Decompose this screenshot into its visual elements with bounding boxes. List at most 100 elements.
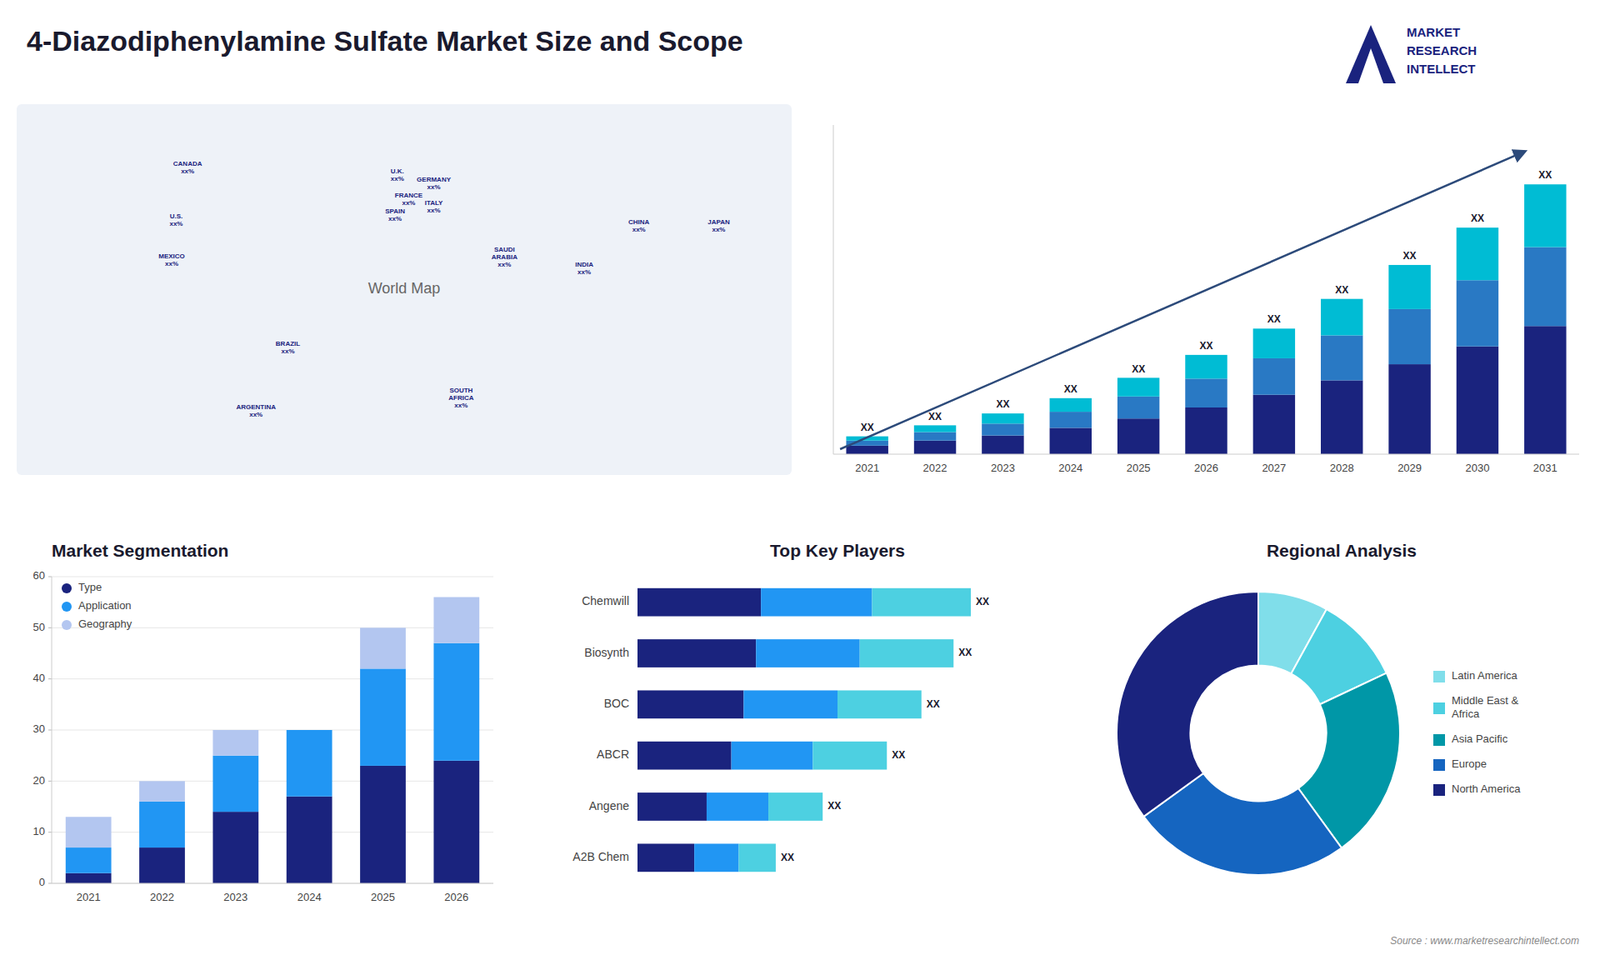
bar-annotation: XX (1064, 383, 1078, 395)
legend-label: Latin America (1451, 669, 1519, 682)
map-label: World Map (368, 280, 441, 297)
tick-label: Chemwill (581, 594, 630, 608)
tick-label: 2022 (923, 461, 948, 475)
bar-panel: 2021202220232024202520262027202820292030… (833, 125, 1580, 475)
bar-panel: Market Segmentation010203040506020212022… (33, 540, 494, 905)
text-line: xx% (169, 220, 183, 228)
bar (1117, 377, 1160, 396)
text-line: SOUTH (449, 386, 473, 395)
text-line: Africa (1451, 707, 1480, 720)
map-label: CANADAxx% (173, 160, 203, 175)
legend: TypeApplicationGeography (61, 580, 133, 630)
bar (1050, 411, 1092, 428)
tick-label: 30 (33, 722, 45, 735)
tick-label: 2023 (223, 890, 248, 904)
bar (768, 792, 823, 821)
text-line: SPAIN (385, 207, 405, 215)
bar (139, 847, 185, 884)
bar (637, 588, 761, 617)
text-line: xx% (577, 268, 591, 276)
bar (637, 690, 744, 719)
legend-swatch (1433, 734, 1445, 746)
legend-swatch (1433, 702, 1445, 715)
bar (1320, 380, 1363, 455)
wedges (1116, 591, 1400, 875)
legend-label: Application (78, 599, 132, 612)
tick-mark (48, 831, 52, 833)
bar (65, 847, 112, 874)
text-line: JAPAN (707, 218, 730, 226)
text-line: CANADA (173, 160, 203, 168)
grid-line (51, 678, 494, 680)
bar (1388, 265, 1430, 310)
grid-line (51, 883, 494, 885)
text-line: xx% (401, 199, 415, 207)
bar (360, 765, 406, 884)
map-label: BRAZILxx% (275, 340, 300, 355)
tick-label: 20 (33, 774, 45, 787)
bar-annotation: XX (860, 421, 875, 434)
text-line: xx% (711, 225, 725, 234)
axis-line (833, 125, 835, 455)
map-label: SOUTHAFRICAxx% (448, 386, 474, 410)
text-line: xx% (165, 260, 179, 268)
bar (1388, 309, 1430, 365)
bar-annotation: XX (891, 749, 905, 761)
tick-label: 2024 (1058, 461, 1083, 475)
tick-label: 10 (33, 825, 45, 838)
bar (286, 730, 333, 797)
bar (1185, 407, 1227, 455)
bar-panel: Top Key PlayersChemwillBiosynthBOCABCRAn… (572, 540, 990, 873)
legend-swatch (1433, 759, 1445, 771)
bar (360, 627, 406, 669)
bar (981, 435, 1024, 455)
tick-label: 2022 (150, 890, 175, 904)
bar-annotation: XX (926, 698, 940, 710)
axis-line (51, 576, 53, 884)
tick-label: 2021 (76, 890, 101, 904)
bar-annotation: XX (827, 800, 841, 812)
bar (845, 445, 888, 455)
pie-wedge (1116, 591, 1259, 817)
bar (65, 816, 112, 848)
tick-mark (48, 730, 52, 731)
grid-line (51, 730, 494, 731)
bar (1050, 398, 1092, 412)
tick-label: BOC (604, 696, 630, 710)
text-line: BRAZIL (275, 340, 300, 348)
text-line: GERMANY (416, 175, 452, 184)
text-line: U.S. (170, 212, 184, 220)
tick-mark (48, 576, 52, 578)
legend-label: Geography (78, 617, 133, 630)
bar (914, 432, 956, 441)
bar (1117, 418, 1160, 455)
bar-annotation: XX (995, 398, 1010, 410)
text-line: xx% (427, 183, 441, 191)
text-line: xx% (390, 175, 405, 183)
bar (1524, 325, 1566, 455)
bar (212, 811, 259, 884)
bar (837, 690, 922, 719)
text-line: CHINA (628, 218, 650, 226)
tick-label: 2026 (1194, 461, 1219, 475)
bar (212, 755, 259, 812)
map-panel: World MapU.S.xx%CANADAxx%MEXICOxx%BRAZIL… (16, 104, 792, 475)
bar (871, 588, 971, 617)
tick-mark (48, 627, 52, 629)
text-line: xx% (249, 410, 263, 419)
legend-swatch (61, 620, 72, 630)
tick-mark (48, 780, 52, 782)
bar (1456, 280, 1499, 346)
tick-label: 2029 (1397, 461, 1422, 475)
legend-label: North America (1451, 782, 1521, 795)
grid-line (51, 831, 494, 833)
bar (1456, 346, 1499, 455)
bar-annotation: XX (780, 851, 795, 864)
text-line: xx% (388, 215, 402, 223)
chart-title: Market Segmentation (51, 540, 229, 560)
bar (433, 643, 480, 761)
bar (637, 639, 756, 668)
map-label: MEXICOxx% (158, 252, 185, 268)
text-line: ARGENTINA (235, 403, 276, 411)
text-line: INDIA (575, 260, 594, 269)
